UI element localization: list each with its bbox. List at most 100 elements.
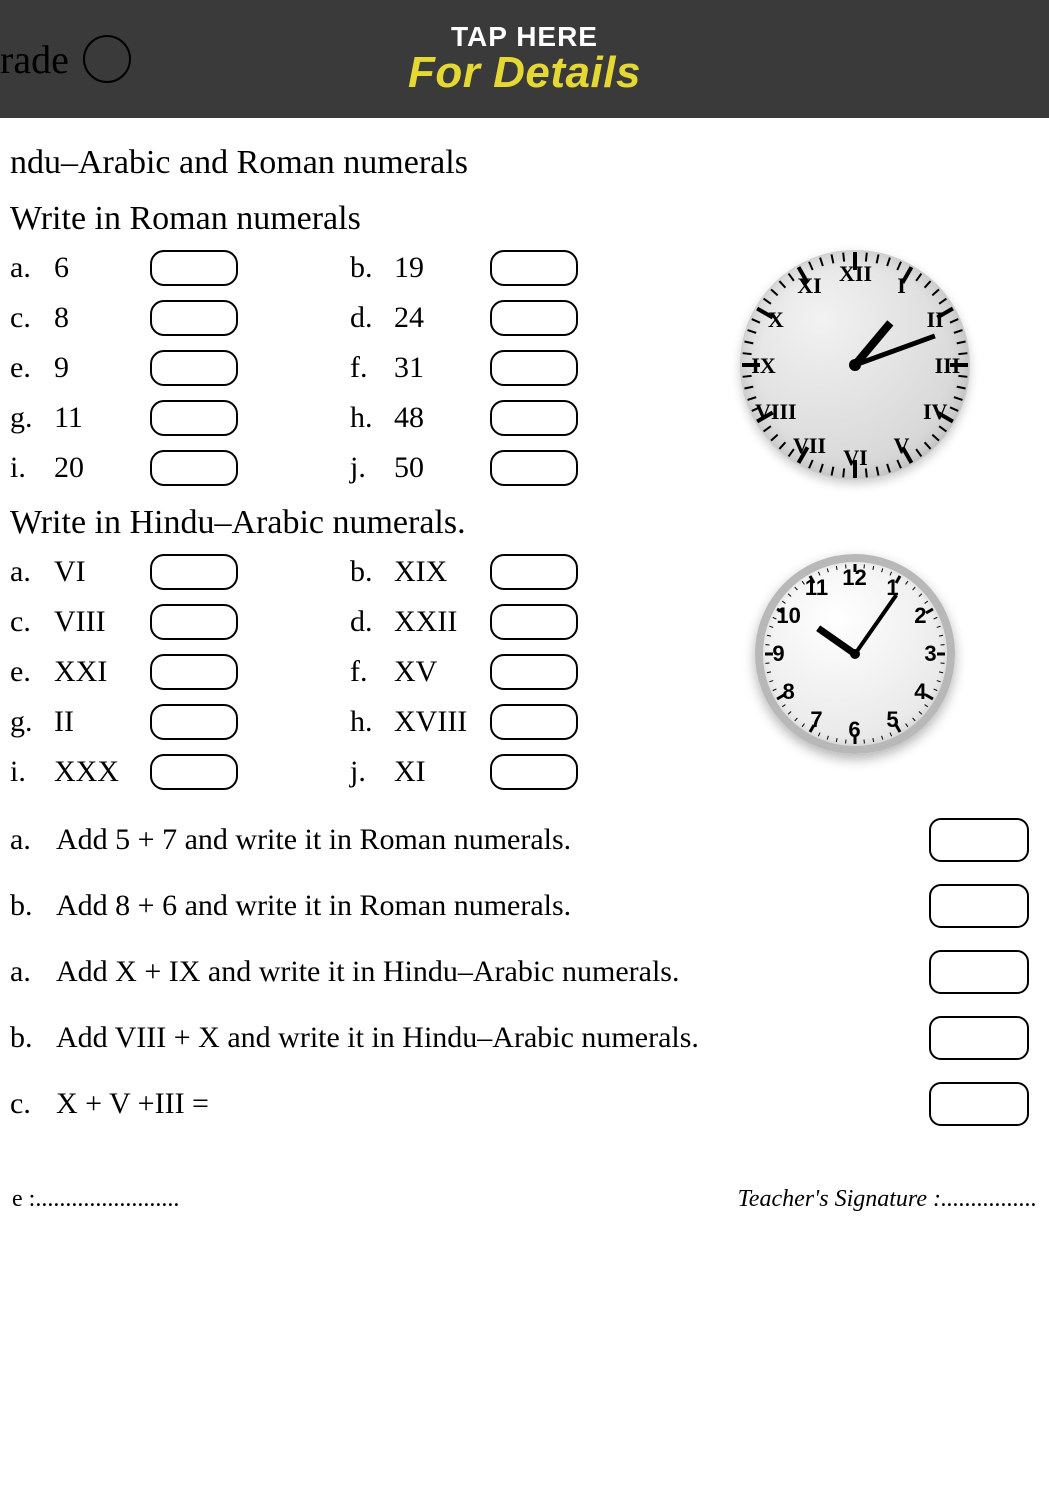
wp-letter: b. — [10, 1021, 40, 1055]
item-letter: h. — [350, 705, 380, 739]
footer-left[interactable]: e :........................ — [12, 1186, 179, 1213]
question-item: d.XXII — [350, 604, 650, 640]
answer-blank[interactable] — [490, 554, 578, 590]
banner-cta[interactable]: TAP HERE For Details — [408, 23, 641, 95]
question-item: b. XIX — [350, 554, 650, 590]
item-value: 48 — [394, 401, 476, 435]
answer-blank[interactable] — [929, 950, 1029, 994]
question-item: h. 48 — [350, 400, 650, 436]
item-letter: e. — [10, 655, 40, 689]
answer-blank[interactable] — [150, 704, 238, 740]
answer-blank[interactable] — [490, 450, 578, 486]
question-item: h. XVIII — [350, 704, 650, 740]
answer-blank[interactable] — [150, 754, 238, 790]
section1-wrap: a.6b.19c.8d.24e.9f.31g.11h.48i.20j.50 XI… — [10, 250, 1039, 486]
answer-blank[interactable] — [150, 300, 238, 336]
item-value: XI — [394, 755, 476, 789]
footer: e :........................ Teacher's Si… — [10, 1186, 1039, 1215]
item-value: 11 — [54, 401, 136, 435]
grade-circle-blank[interactable] — [83, 35, 131, 83]
item-letter: j. — [350, 451, 380, 485]
answer-blank[interactable] — [150, 654, 238, 690]
wp-text: Add X + IX and write it in Hindu–Arabic … — [56, 955, 679, 989]
item-letter: a. — [10, 555, 40, 589]
answer-blank[interactable] — [490, 250, 578, 286]
item-letter: h. — [350, 401, 380, 435]
answer-blank[interactable] — [929, 1082, 1029, 1126]
word-problem-row: a. Add X + IX and write it in Hindu–Arabi… — [10, 950, 1039, 994]
item-value: XVIII — [394, 705, 476, 739]
roman-clock-icon: XIIIIIIIIIVVVIVIIVIIIIXXXI — [740, 250, 970, 480]
question-item: b.19 — [350, 250, 650, 286]
answer-blank[interactable] — [490, 300, 578, 336]
top-banner[interactable]: rade TAP HERE For Details — [0, 0, 1049, 118]
section2-wrap: a.VIb.XIXc.VIIId.XXIIe.XXIf.XVg.IIh.XVII… — [10, 554, 1039, 790]
clock-numeral: VII — [793, 433, 826, 459]
item-value: 9 — [54, 351, 136, 385]
teacher-signature[interactable]: Teacher's Signature :................ — [738, 1186, 1037, 1213]
item-letter: j. — [350, 755, 380, 789]
answer-blank[interactable] — [150, 250, 238, 286]
item-letter: g. — [10, 705, 40, 739]
item-letter: g. — [10, 401, 40, 435]
answer-blank[interactable] — [929, 818, 1029, 862]
item-letter: b. — [350, 555, 380, 589]
section1-grid: a.6b.19c.8d.24e.9f.31g.11h.48i.20j.50 — [10, 250, 650, 486]
banner-left: rade — [0, 35, 131, 83]
item-value: 19 — [394, 251, 476, 285]
item-value: XXX — [54, 755, 136, 789]
clock2-minute-hand — [853, 594, 898, 655]
word-problem-row: b. Add VIII + X and write it in Hindu–Ara… — [10, 1016, 1039, 1060]
answer-blank[interactable] — [150, 554, 238, 590]
clock2-slot: 121234567891011 — [670, 554, 1039, 754]
item-value: XV — [394, 655, 476, 689]
question-item: i. XXX — [10, 754, 310, 790]
item-letter: c. — [10, 605, 40, 639]
item-value: VI — [54, 555, 136, 589]
wp-text: Add 5 + 7 and write it in Roman numerals… — [56, 823, 571, 857]
answer-blank[interactable] — [490, 754, 578, 790]
question-item: f.31 — [350, 350, 650, 386]
item-value: 31 — [394, 351, 476, 385]
wp-text: Add VIII + X and write it in Hindu–Arabi… — [56, 1021, 699, 1055]
answer-blank[interactable] — [929, 884, 1029, 928]
section1-heading: Write in Roman numerals — [10, 200, 1039, 238]
answer-blank[interactable] — [150, 450, 238, 486]
question-item: a. VI — [10, 554, 310, 590]
worksheet-content: ndu–Arabic and Roman numerals Write in R… — [0, 118, 1049, 1225]
clock-numeral: 2 — [914, 603, 926, 629]
answer-blank[interactable] — [929, 1016, 1029, 1060]
arabic-clock-icon: 121234567891011 — [755, 554, 955, 754]
answer-blank[interactable] — [490, 654, 578, 690]
answer-blank[interactable] — [150, 400, 238, 436]
question-item: e.9 — [10, 350, 310, 386]
question-item: g. 11 — [10, 400, 310, 436]
question-item: j. XI — [350, 754, 650, 790]
wp-letter: a. — [10, 955, 40, 989]
answer-blank[interactable] — [150, 604, 238, 640]
wp-letter: b. — [10, 889, 40, 923]
item-letter: d. — [350, 301, 380, 335]
clock1-slot: XIIIIIIIIIVVVIVIIVIIIIXXXI — [670, 250, 1039, 480]
answer-blank[interactable] — [150, 350, 238, 386]
question-item: j.50 — [350, 450, 650, 486]
clock-numeral: 3 — [924, 641, 936, 667]
item-letter: i. — [10, 451, 40, 485]
section2-heading: Write in Hindu–Arabic numerals. — [10, 504, 1039, 542]
clock1-center-dot — [849, 359, 861, 371]
item-letter: c. — [10, 301, 40, 335]
item-value: XXII — [394, 605, 476, 639]
item-letter: i. — [10, 755, 40, 789]
section2-grid: a.VIb.XIXc.VIIId.XXIIe.XXIf.XVg.IIh.XVII… — [10, 554, 650, 790]
question-item: e.XXI — [10, 654, 310, 690]
item-value: 24 — [394, 301, 476, 335]
answer-blank[interactable] — [490, 704, 578, 740]
answer-blank[interactable] — [490, 604, 578, 640]
item-value: 8 — [54, 301, 136, 335]
item-value: XIX — [394, 555, 476, 589]
word-problem-row: b.Add 8 + 6 and write it in Roman numera… — [10, 884, 1039, 928]
clock-numeral: 8 — [783, 679, 795, 705]
answer-blank[interactable] — [490, 400, 578, 436]
clock-numeral: IV — [923, 399, 947, 425]
answer-blank[interactable] — [490, 350, 578, 386]
